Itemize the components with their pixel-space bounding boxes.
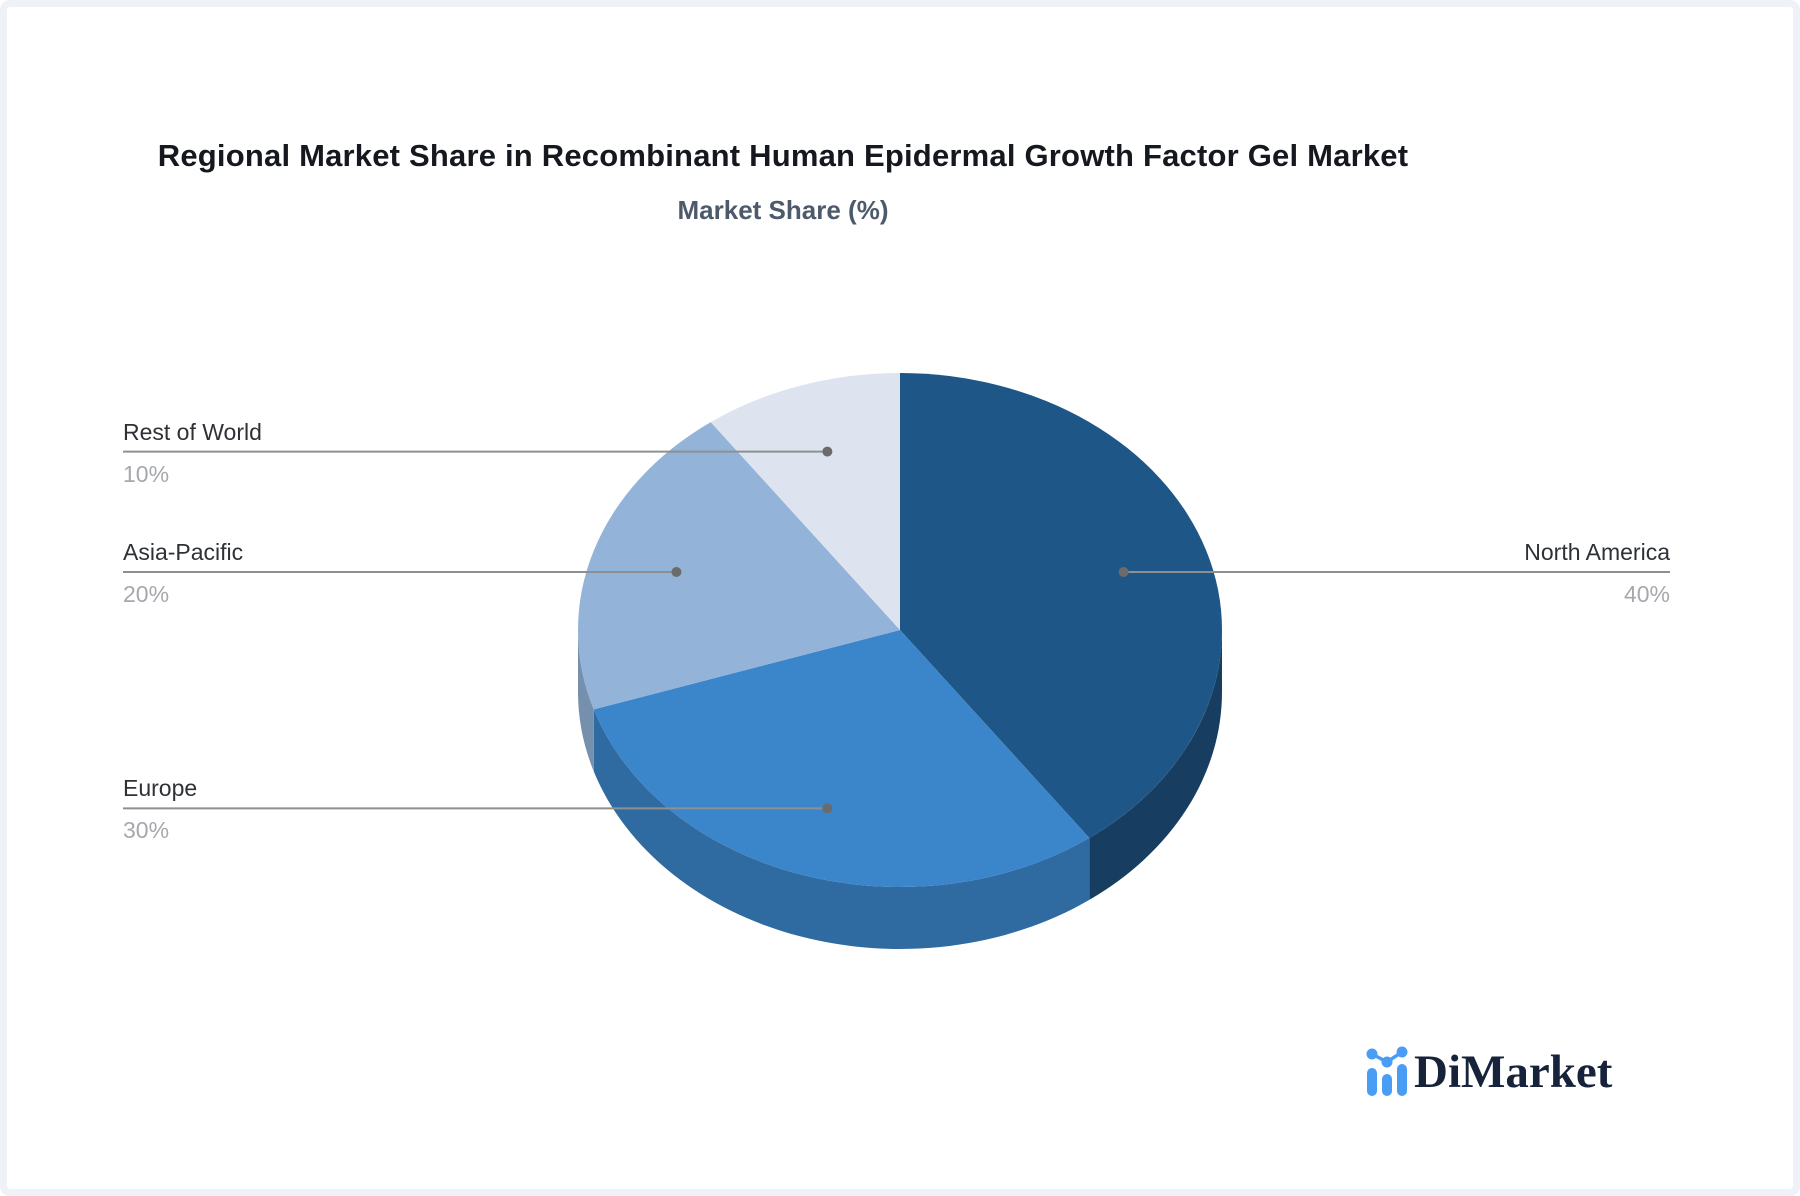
pie-slice-side-north-america <box>1089 630 1222 900</box>
logo-bar <box>1382 1074 1392 1096</box>
mini-bar-chart-icon <box>1366 1046 1408 1096</box>
pie-slice-side-asia-pacific <box>578 630 594 772</box>
slice-label-name: Asia-Pacific <box>123 539 244 566</box>
leader-dot <box>1118 567 1129 578</box>
leader-dot <box>671 567 682 578</box>
pie-slice-north-america[interactable] <box>900 373 1222 838</box>
logo-bar <box>1397 1064 1407 1096</box>
slice-label-pct: 10% <box>123 460 170 487</box>
slice-label-name: Europe <box>123 775 198 802</box>
logo-dot <box>1381 1056 1393 1068</box>
logo-text: DiMarket <box>1414 1046 1613 1098</box>
leader-dot <box>822 446 833 457</box>
pie-slice-asia-pacific[interactable] <box>578 422 900 710</box>
pie-slice-rest-of-world[interactable] <box>710 373 900 630</box>
slice-label-name: North America <box>1524 539 1670 566</box>
pie-slice-side-europe <box>593 709 1090 949</box>
chart-title: Regional Market Share in Recombinant Hum… <box>157 138 1409 173</box>
leader-dot <box>822 803 833 814</box>
logo: DiMarket <box>1356 1040 1636 1104</box>
slice-label-pct: 40% <box>1623 581 1670 608</box>
slice-label-name: Rest of World <box>123 418 262 445</box>
slice-label-pct: 30% <box>123 817 170 844</box>
logo-bar <box>1367 1068 1377 1096</box>
slice-label-pct: 20% <box>123 581 170 608</box>
chart-subtitle: Market Share (%) <box>677 195 889 225</box>
logo-dot <box>1396 1046 1408 1058</box>
pie-slice-europe[interactable] <box>593 630 1090 887</box>
logo-dot <box>1366 1048 1378 1060</box>
